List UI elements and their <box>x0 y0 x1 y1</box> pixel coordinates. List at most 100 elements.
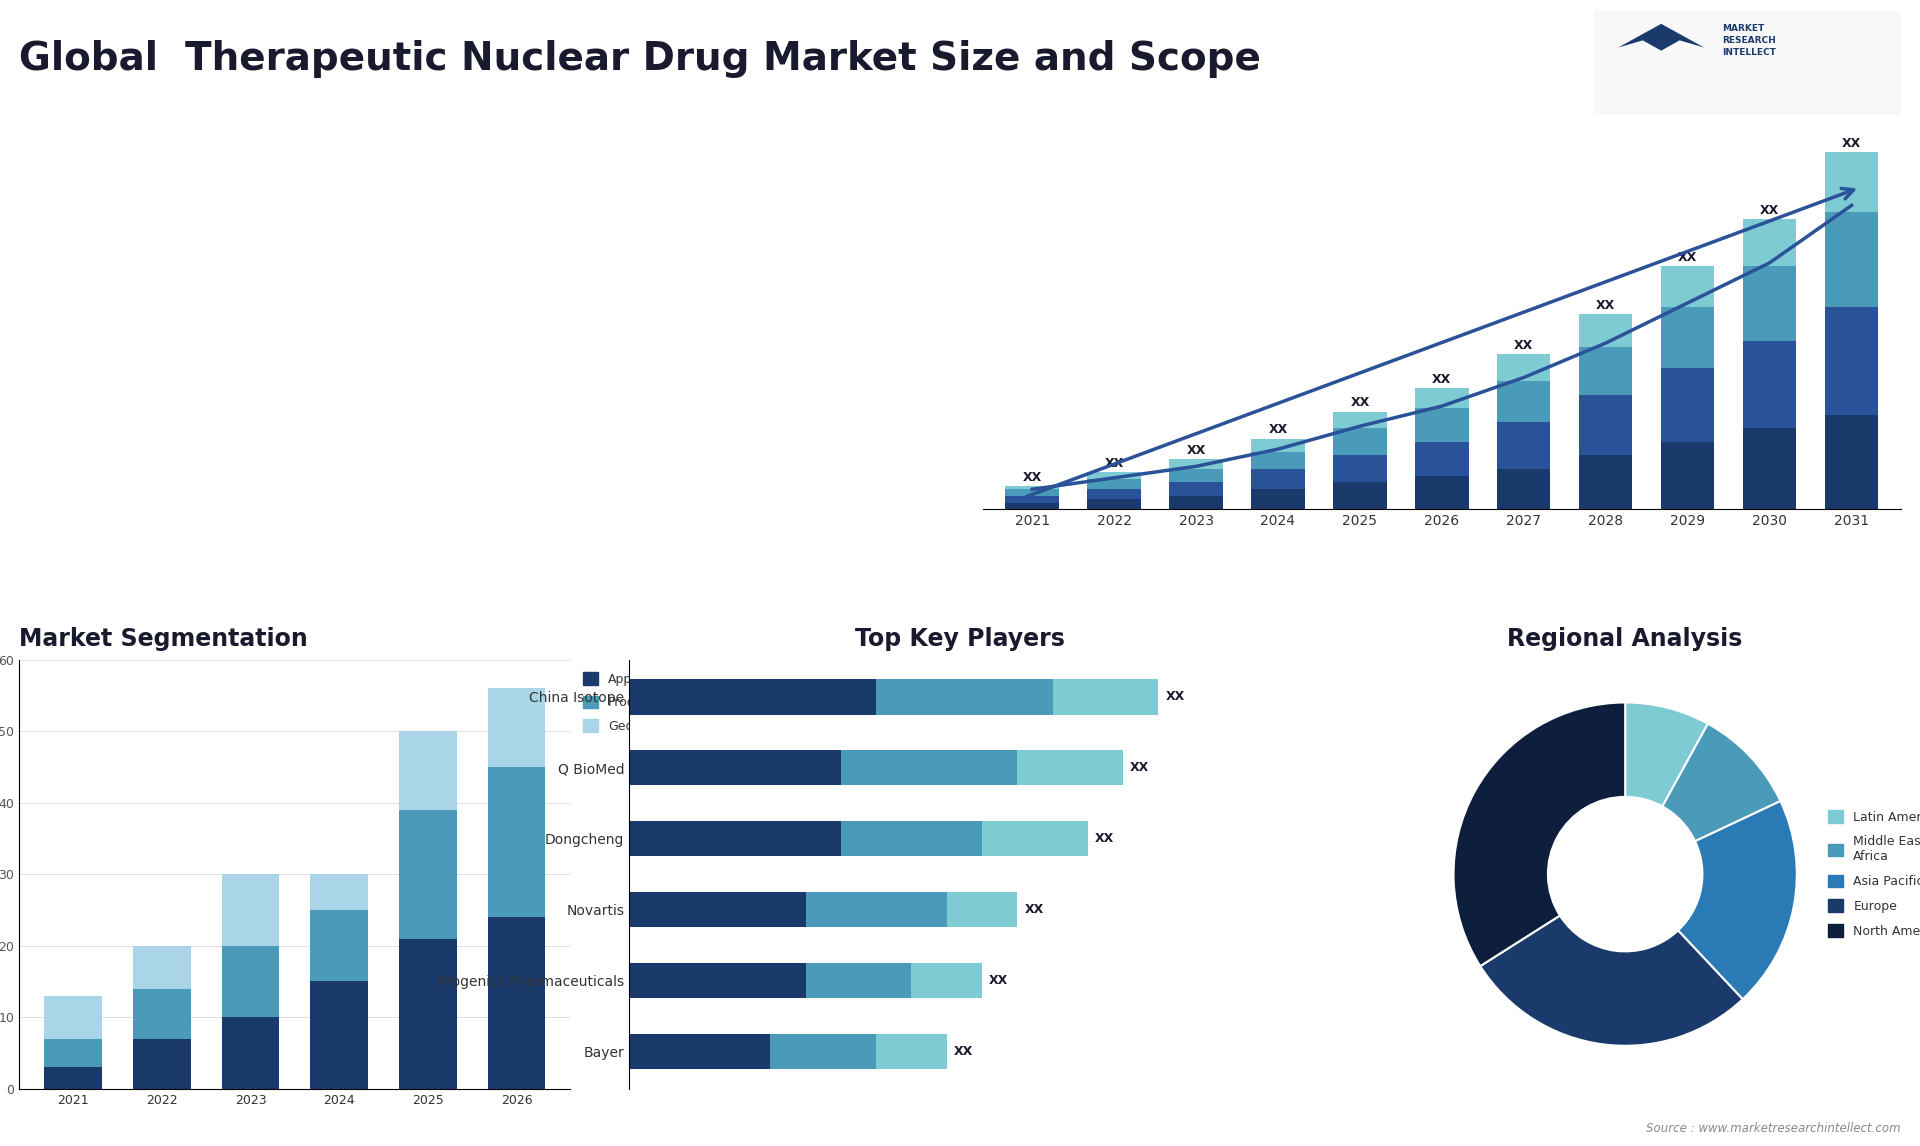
Bar <box>1169 458 1223 469</box>
Text: XX: XX <box>1187 444 1206 457</box>
Bar <box>1087 472 1140 479</box>
Text: XX: XX <box>1841 136 1860 150</box>
Wedge shape <box>1453 702 1624 966</box>
Bar <box>1006 486 1058 489</box>
Text: XX: XX <box>1094 832 1114 845</box>
Bar <box>1252 489 1304 509</box>
Bar <box>1743 429 1797 509</box>
Bar <box>806 892 947 927</box>
Bar <box>221 945 278 1018</box>
Text: Market Segmentation: Market Segmentation <box>19 627 307 651</box>
Bar <box>1052 680 1158 715</box>
Bar <box>876 680 1052 715</box>
Legend: Latin America, Middle East &
Africa, Asia Pacific, Europe, North America: Latin America, Middle East & Africa, Asi… <box>1824 807 1920 942</box>
Bar <box>1415 387 1469 408</box>
Legend: Application, Product, Geography: Application, Product, Geography <box>576 666 684 739</box>
Bar <box>1087 500 1140 509</box>
Text: XX: XX <box>1350 397 1369 409</box>
Bar <box>1826 307 1878 415</box>
Wedge shape <box>1678 801 1797 999</box>
Bar <box>1169 496 1223 509</box>
Bar <box>1826 212 1878 307</box>
Text: XX: XX <box>1025 903 1044 916</box>
Bar <box>311 874 369 910</box>
Bar <box>311 910 369 981</box>
Bar <box>44 1038 102 1067</box>
Bar <box>1332 455 1386 482</box>
Title: Regional Analysis: Regional Analysis <box>1507 627 1743 651</box>
Text: XX: XX <box>1761 204 1780 218</box>
Bar <box>1743 267 1797 340</box>
Bar <box>1415 476 1469 509</box>
Bar <box>1006 489 1058 496</box>
Text: XX: XX <box>1596 299 1615 312</box>
Text: XX: XX <box>954 1045 973 1058</box>
Bar <box>132 945 190 989</box>
Bar <box>630 821 841 856</box>
Bar <box>1661 368 1715 442</box>
Bar <box>1743 340 1797 429</box>
Bar <box>1087 489 1140 500</box>
Bar <box>841 749 1018 785</box>
Bar <box>1169 469 1223 482</box>
Bar <box>132 1038 190 1089</box>
Bar <box>1498 469 1551 509</box>
Bar <box>1087 479 1140 489</box>
Text: XX: XX <box>1269 424 1288 437</box>
Bar <box>1169 482 1223 496</box>
Bar <box>132 989 190 1038</box>
Text: Global  Therapeutic Nuclear Drug Market Size and Scope: Global Therapeutic Nuclear Drug Market S… <box>19 40 1261 78</box>
Bar <box>488 688 545 767</box>
Bar <box>1578 314 1632 347</box>
Bar <box>1661 307 1715 368</box>
Bar <box>1826 151 1878 212</box>
Bar <box>1661 267 1715 307</box>
Bar <box>770 1034 876 1069</box>
Bar <box>1252 469 1304 489</box>
Bar <box>1578 455 1632 509</box>
Bar <box>806 963 912 998</box>
Bar <box>1415 442 1469 476</box>
Bar <box>1743 219 1797 267</box>
Bar <box>630 892 806 927</box>
Bar <box>1332 482 1386 509</box>
Text: XX: XX <box>989 974 1008 987</box>
Bar <box>630 749 841 785</box>
Text: XX: XX <box>1515 339 1534 352</box>
Circle shape <box>1548 796 1703 951</box>
Bar <box>947 892 1018 927</box>
Bar <box>399 731 457 810</box>
Bar <box>1018 749 1123 785</box>
Bar <box>912 963 981 998</box>
Bar <box>630 1034 770 1069</box>
Text: XX: XX <box>1104 457 1123 470</box>
Bar <box>311 981 369 1089</box>
Bar <box>1578 394 1632 455</box>
Text: XX: XX <box>1432 372 1452 386</box>
Bar <box>876 1034 947 1069</box>
Bar <box>1415 408 1469 442</box>
Bar <box>488 767 545 917</box>
Bar <box>981 821 1089 856</box>
Text: XX: XX <box>1165 690 1185 704</box>
Title: Top Key Players: Top Key Players <box>854 627 1066 651</box>
Bar <box>221 874 278 945</box>
Text: XX: XX <box>1131 761 1150 775</box>
Text: XX: XX <box>1678 251 1697 265</box>
Bar <box>630 680 876 715</box>
Bar <box>1661 442 1715 509</box>
Bar <box>44 1067 102 1089</box>
Wedge shape <box>1480 916 1743 1046</box>
Wedge shape <box>1663 724 1780 841</box>
Text: XX: XX <box>1023 471 1043 484</box>
Bar <box>488 917 545 1089</box>
Bar <box>1252 452 1304 469</box>
Bar <box>221 1018 278 1089</box>
Bar <box>399 939 457 1089</box>
Bar <box>1578 347 1632 394</box>
Bar <box>1006 503 1058 509</box>
Bar <box>630 963 806 998</box>
Bar <box>1498 354 1551 382</box>
Bar <box>44 996 102 1038</box>
FancyBboxPatch shape <box>1578 7 1916 119</box>
